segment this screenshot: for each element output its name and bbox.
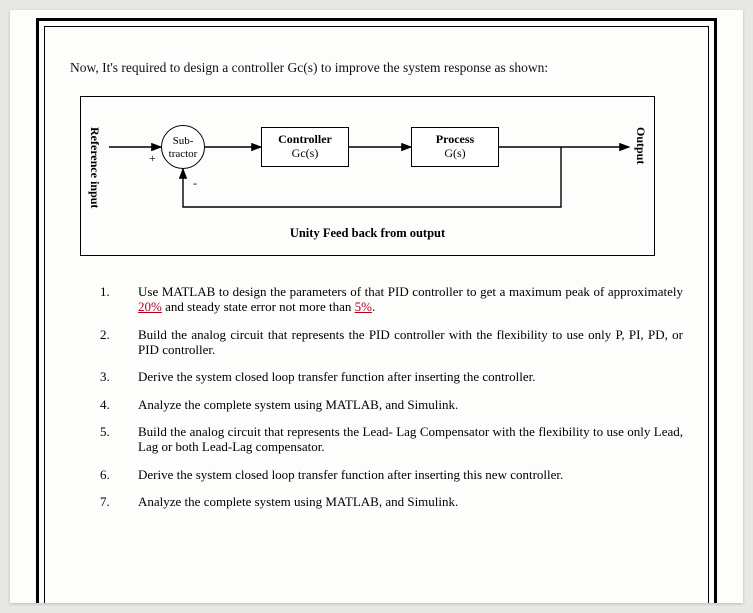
item-text: Derive the system closed loop transfer f… (138, 369, 683, 384)
document-page: Now, It's required to design a controlle… (10, 10, 743, 603)
item-text: Build the analog circuit that represents… (138, 424, 683, 455)
content-area: Now, It's required to design a controlle… (70, 60, 683, 593)
controller-top: Controller (278, 133, 332, 147)
list-item: 5. Build the analog circuit that represe… (100, 424, 683, 455)
process-top: Process (436, 133, 474, 147)
process-bot: G(s) (444, 147, 465, 161)
highlight-20: 20% (138, 299, 162, 314)
plus-sign: + (149, 151, 156, 165)
item-number: 3. (100, 369, 138, 384)
item-text: Analyze the complete system using MATLAB… (138, 397, 683, 412)
process-node: Process G(s) (411, 127, 499, 167)
subtractor-node: Sub- tractor (161, 125, 205, 169)
minus-sign: - (193, 176, 197, 190)
intro-text: Now, It's required to design a controlle… (70, 60, 683, 76)
item-number: 1. (100, 284, 138, 315)
highlight-5: 5% (355, 299, 372, 314)
item-number: 4. (100, 397, 138, 412)
feedback-caption: Unity Feed back from output (81, 226, 654, 241)
item-text: Analyze the complete system using MATLAB… (138, 494, 683, 509)
controller-node: Controller Gc(s) (261, 127, 349, 167)
list-item: 2. Build the analog circuit that represe… (100, 327, 683, 358)
item-number: 2. (100, 327, 138, 358)
item-text: Derive the system closed loop transfer f… (138, 467, 683, 482)
task-list: 1. Use MATLAB to design the parameters o… (100, 284, 683, 509)
list-item: 1. Use MATLAB to design the parameters o… (100, 284, 683, 315)
controller-bot: Gc(s) (292, 147, 319, 161)
item-number: 7. (100, 494, 138, 509)
block-diagram: Reference input Output + (80, 96, 655, 256)
list-item: 6. Derive the system closed loop transfe… (100, 467, 683, 482)
item-number: 6. (100, 467, 138, 482)
list-item: 7. Analyze the complete system using MAT… (100, 494, 683, 509)
item-text: Use MATLAB to design the parameters of t… (138, 284, 683, 315)
list-item: 3. Derive the system closed loop transfe… (100, 369, 683, 384)
subtractor-top: Sub- (173, 135, 194, 148)
item-text: Build the analog circuit that represents… (138, 327, 683, 358)
item-number: 5. (100, 424, 138, 455)
subtractor-bot: tractor (169, 148, 198, 161)
list-item: 4. Analyze the complete system using MAT… (100, 397, 683, 412)
